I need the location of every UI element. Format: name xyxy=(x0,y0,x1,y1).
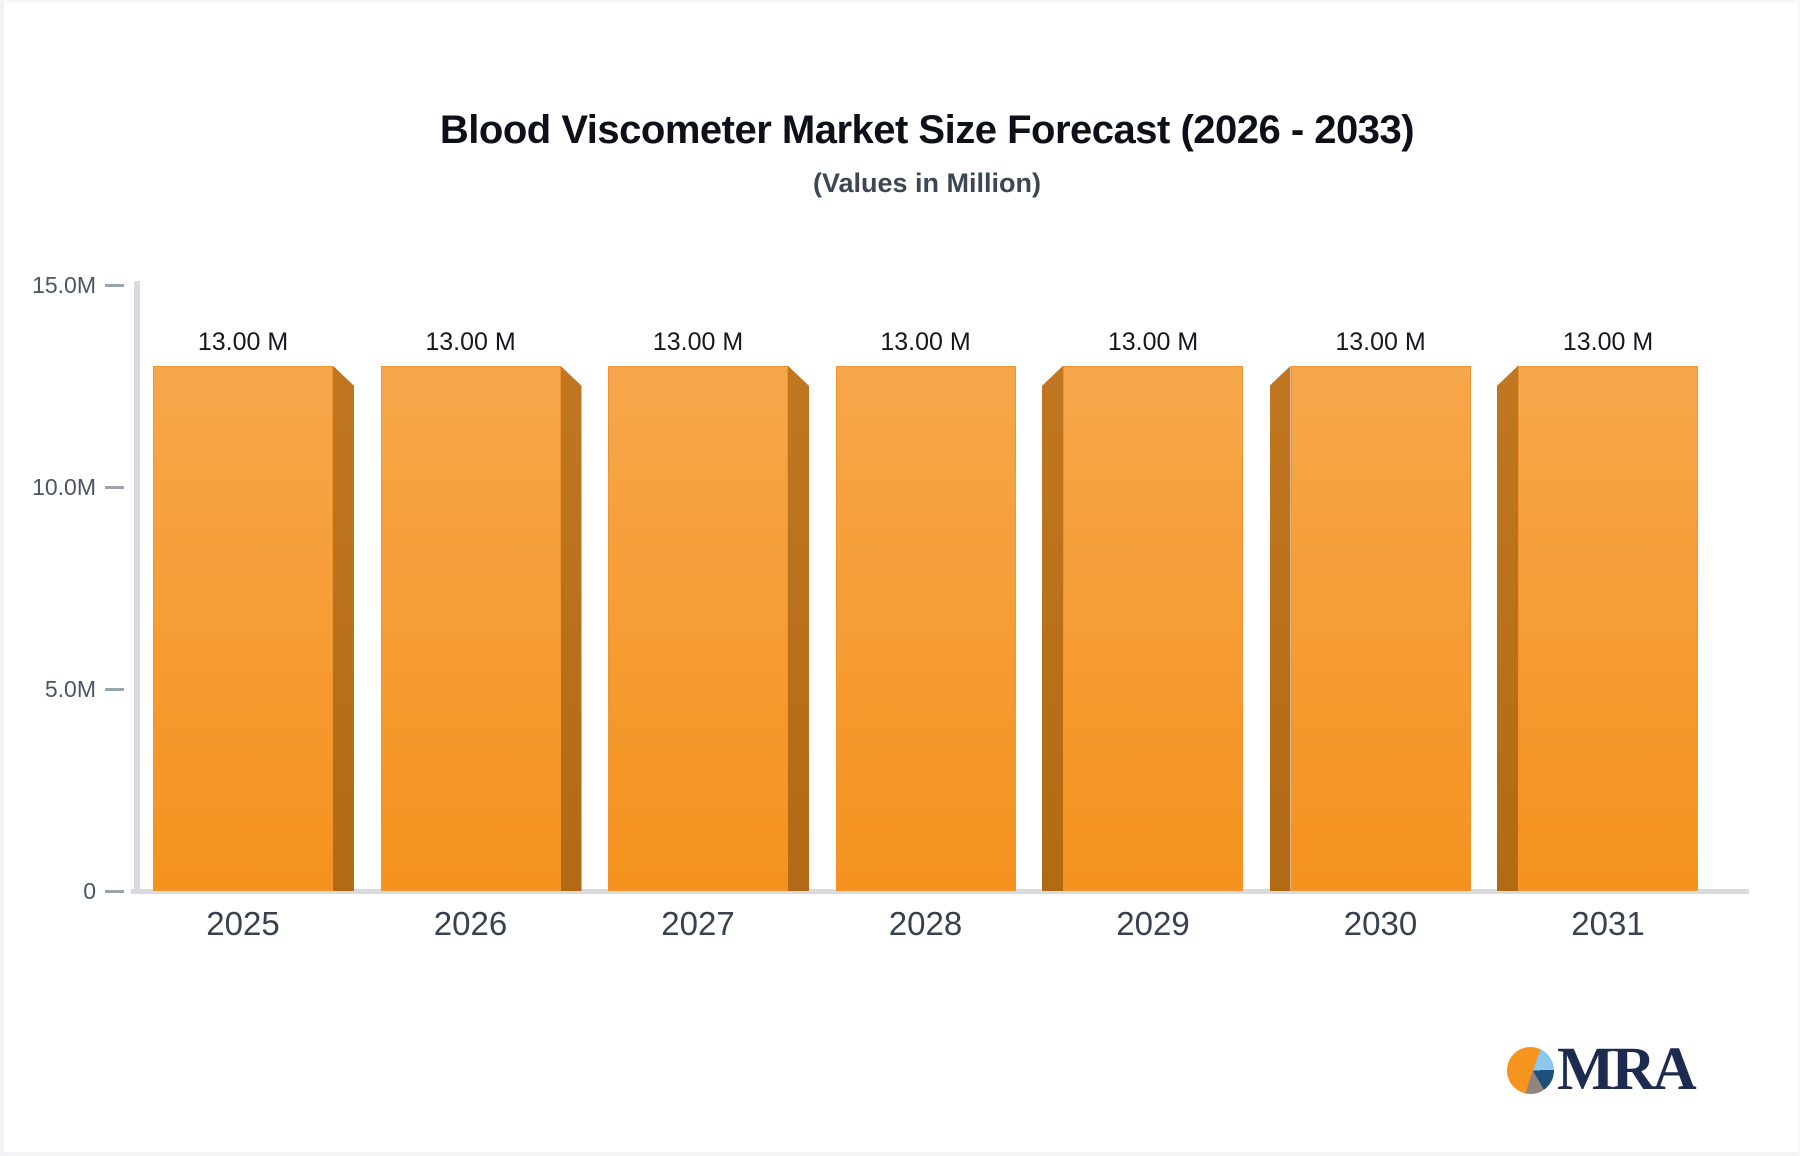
bar-chart-plot-area: 15.0M 10.0M 5.0M 0 13.00 M 2025 13.00 M 2026 13.… xyxy=(4,3,1798,1152)
bar-value-label: 13.00 M xyxy=(1107,327,1199,356)
x-axis-label-2025: 2025 xyxy=(206,905,280,942)
y-axis-tick-label: 10.0M xyxy=(32,474,96,500)
chart-title: Blood Viscometer Market Size Forecast (2… xyxy=(439,108,1415,152)
x-axis-label-2031: 2031 xyxy=(1571,905,1645,942)
bar-column-2027 xyxy=(608,365,788,891)
mra-pie-chart-icon xyxy=(1507,1046,1554,1094)
mra-logo-text: MRA xyxy=(1557,1036,1697,1103)
x-axis-baseline xyxy=(131,889,1749,894)
bar-value-label: 13.00 M xyxy=(1335,327,1426,356)
x-axis-label-2026: 2026 xyxy=(433,905,508,942)
y-axis-tick-mark xyxy=(105,688,124,691)
bar-column-2029 xyxy=(1063,365,1243,891)
y-axis-tick-label: 15.0M xyxy=(32,272,96,298)
bar-value-label: 13.00 M xyxy=(197,327,289,356)
mra-logo: MRA xyxy=(1507,1036,1697,1103)
bar-value-label: 13.00 M xyxy=(880,327,971,356)
bar-value-label: 13.00 M xyxy=(425,327,516,356)
bar-3d-side-face xyxy=(788,365,809,891)
bar-3d-side-face xyxy=(1269,365,1291,891)
y-axis-tick-mark xyxy=(105,486,124,489)
bar-column-2028 xyxy=(835,365,1016,891)
bar-value-label: 13.00 M xyxy=(1562,327,1654,356)
x-axis-label-2028: 2028 xyxy=(888,905,963,942)
chart-subtitle: (Values in Million) xyxy=(812,168,1042,198)
bar-column-2031 xyxy=(1518,365,1698,891)
x-axis-label-2029: 2029 xyxy=(1116,905,1190,942)
bar-3d-side-face xyxy=(1042,365,1063,891)
chart-header: Blood Viscometer Market Size Forecast (2… xyxy=(50,107,1798,199)
y-axis-tick-label: 5.0M xyxy=(44,676,96,702)
y-axis-tick-label: 0 xyxy=(83,878,96,904)
bar-3d-side-face xyxy=(560,365,582,891)
x-axis-label-2027: 2027 xyxy=(661,905,735,942)
x-axis-label-2030: 2030 xyxy=(1343,905,1418,942)
bar-column-2025 xyxy=(153,365,333,891)
bar-column-2030 xyxy=(1290,365,1471,891)
y-axis-tick-mark xyxy=(105,284,124,287)
y-axis-tick-mark xyxy=(105,890,124,893)
y-axis-line xyxy=(134,281,140,894)
bar-value-label: 13.00 M xyxy=(652,327,744,356)
bar-3d-side-face xyxy=(333,365,354,891)
bar-column-2026 xyxy=(380,365,561,891)
bar-3d-side-face xyxy=(1497,365,1518,891)
